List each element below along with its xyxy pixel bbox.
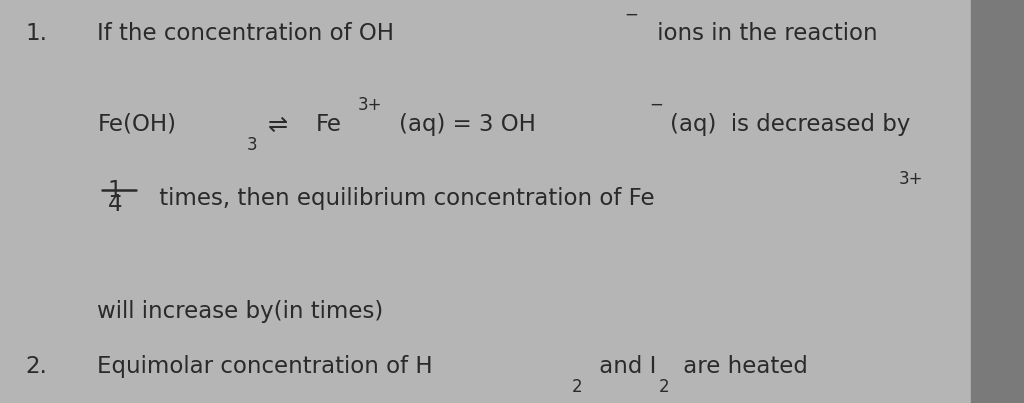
Text: 1: 1 <box>108 179 122 202</box>
Text: 4: 4 <box>108 193 122 216</box>
Text: ions in the reaction: ions in the reaction <box>650 22 878 45</box>
Text: (aq) = 3 OH: (aq) = 3 OH <box>399 113 537 136</box>
Text: Fe(OH): Fe(OH) <box>97 113 176 136</box>
Text: ⇌: ⇌ <box>268 113 289 137</box>
Bar <box>971 0 1024 403</box>
Text: will increase by(in times): will increase by(in times) <box>97 300 384 323</box>
Text: 3+: 3+ <box>357 96 382 114</box>
Text: −: − <box>625 5 639 23</box>
Text: 1.: 1. <box>26 22 47 45</box>
Text: 3+: 3+ <box>899 170 924 188</box>
Text: and I: and I <box>592 355 656 378</box>
Text: −: − <box>649 96 664 114</box>
Text: times, then equilibrium concentration of Fe: times, then equilibrium concentration of… <box>152 187 654 210</box>
Text: 3: 3 <box>247 136 257 154</box>
Text: Fe: Fe <box>315 113 341 136</box>
Text: If the concentration of OH: If the concentration of OH <box>97 22 394 45</box>
Text: 2: 2 <box>571 378 582 396</box>
Text: Equimolar concentration of H: Equimolar concentration of H <box>97 355 433 378</box>
Text: 2.: 2. <box>26 355 47 378</box>
Text: are heated: are heated <box>676 355 808 378</box>
Text: (aq)  is decreased by: (aq) is decreased by <box>670 113 910 136</box>
Text: 2: 2 <box>658 378 669 396</box>
